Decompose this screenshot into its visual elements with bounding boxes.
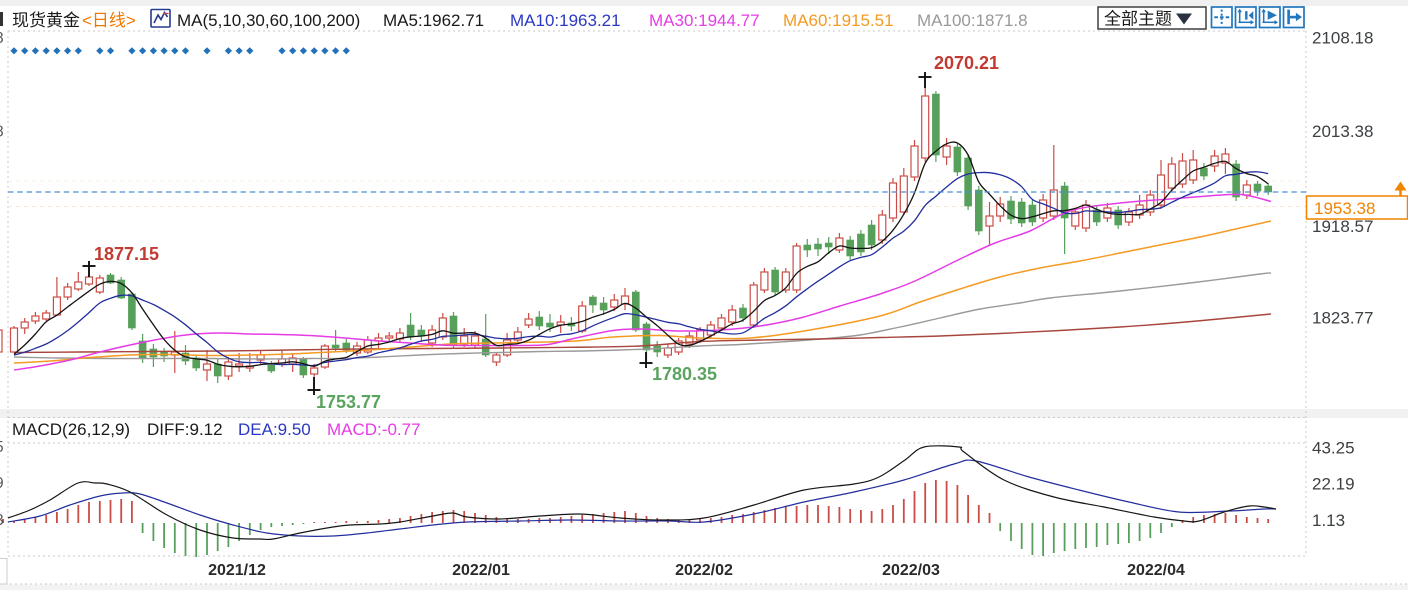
svg-text:MA5:1962.71: MA5:1962.71 <box>383 11 484 30</box>
svg-text:DIFF:9.12: DIFF:9.12 <box>147 420 223 439</box>
svg-text:22.19: 22.19 <box>1312 475 1355 494</box>
svg-text:3: 3 <box>0 512 4 529</box>
svg-text:8: 8 <box>0 30 4 47</box>
svg-text:2022/04: 2022/04 <box>1127 562 1185 579</box>
svg-text:2013.38: 2013.38 <box>1312 122 1373 141</box>
svg-text:8: 8 <box>0 124 4 141</box>
svg-text:MA60:1915.51: MA60:1915.51 <box>783 11 894 30</box>
svg-text:1.13: 1.13 <box>1312 511 1345 530</box>
svg-text:43.25: 43.25 <box>1312 439 1355 458</box>
svg-text:1918.57: 1918.57 <box>1312 217 1373 236</box>
svg-text:2070.21: 2070.21 <box>934 53 999 73</box>
svg-text:1780.35: 1780.35 <box>652 364 717 384</box>
svg-text:2022/02: 2022/02 <box>675 562 733 579</box>
svg-text:1823.77: 1823.77 <box>1312 309 1373 328</box>
svg-text:2021/12: 2021/12 <box>208 562 266 579</box>
svg-text:9: 9 <box>0 475 4 492</box>
svg-text:MACD:-0.77: MACD:-0.77 <box>327 420 421 439</box>
svg-text:2108.18: 2108.18 <box>1312 29 1373 48</box>
svg-text:1753.77: 1753.77 <box>316 392 381 412</box>
svg-text:2022/01: 2022/01 <box>452 562 510 579</box>
svg-text:1877.15: 1877.15 <box>94 244 159 264</box>
svg-text:现货黄金: 现货黄金 <box>12 11 80 30</box>
svg-text:2022/03: 2022/03 <box>882 562 940 579</box>
svg-text:MA30:1944.77: MA30:1944.77 <box>649 11 760 30</box>
svg-text:MACD(26,12,9): MACD(26,12,9) <box>12 420 130 439</box>
svg-text:MA(5,10,30,60,100,200): MA(5,10,30,60,100,200) <box>177 11 360 30</box>
svg-text:全部主题: 全部主题 <box>1104 10 1172 29</box>
svg-text:<日线>: <日线> <box>82 11 136 30</box>
svg-text:MA100:1871.8: MA100:1871.8 <box>917 11 1028 30</box>
svg-text:MA10:1963.21: MA10:1963.21 <box>510 11 621 30</box>
svg-text:DEA:9.50: DEA:9.50 <box>238 420 311 439</box>
svg-text:5: 5 <box>0 439 4 456</box>
svg-text:1953.38: 1953.38 <box>1314 199 1375 218</box>
